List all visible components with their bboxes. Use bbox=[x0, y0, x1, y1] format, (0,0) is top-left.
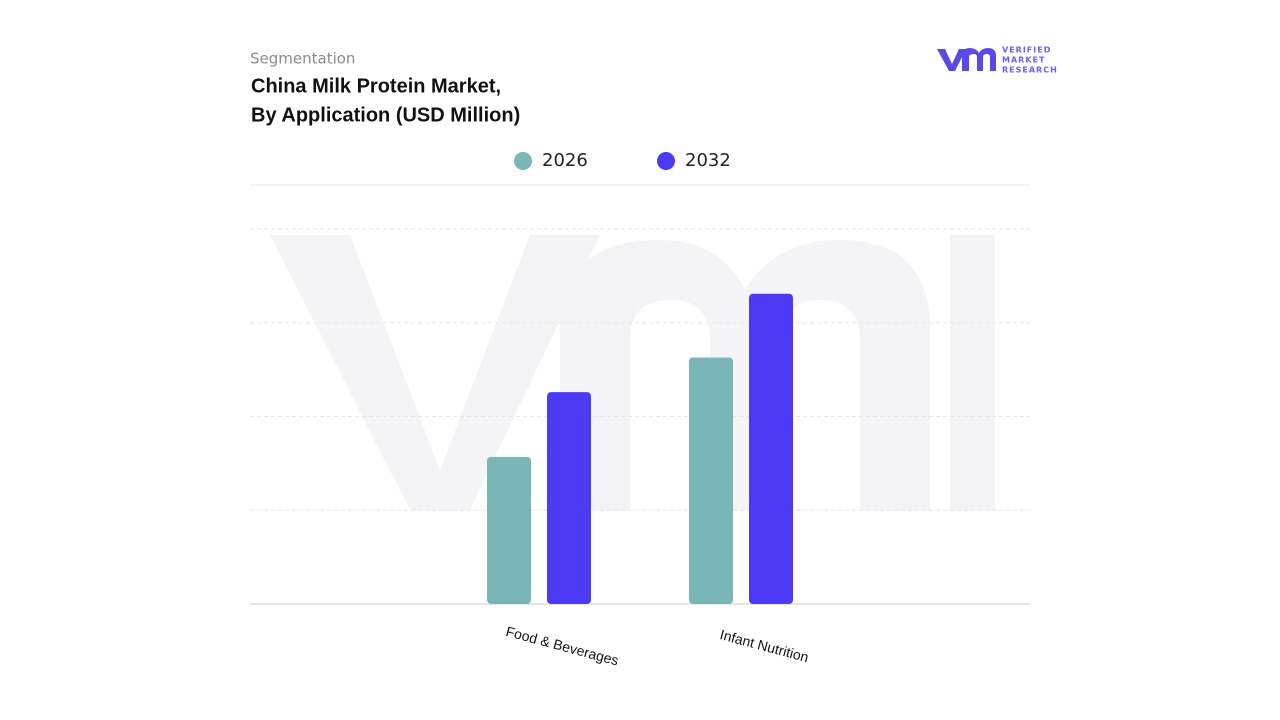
legend-label: 2026 bbox=[542, 150, 588, 171]
logo: VERIFIED MARKET RESEARCH bbox=[937, 46, 1058, 75]
subtitle: Segmentation bbox=[250, 50, 355, 68]
brand-text: VERIFIED bbox=[1002, 46, 1051, 55]
chart-title: By Application (USD Million) bbox=[251, 104, 520, 126]
x-tick-label: Food & Beverages bbox=[504, 623, 620, 668]
watermark bbox=[270, 235, 995, 510]
x-tick-label: Infant Nutrition bbox=[718, 626, 810, 665]
brand-text: RESEARCH bbox=[1002, 66, 1058, 75]
legend-label: 2032 bbox=[685, 150, 731, 171]
bar bbox=[689, 357, 733, 604]
bar bbox=[487, 456, 531, 604]
chart-title: China Milk Protein Market, bbox=[251, 75, 501, 97]
bar bbox=[547, 392, 591, 604]
brand-text: MARKET bbox=[1002, 56, 1045, 65]
bar bbox=[749, 293, 793, 604]
legend-swatch bbox=[514, 152, 532, 170]
legend-swatch bbox=[657, 152, 675, 170]
